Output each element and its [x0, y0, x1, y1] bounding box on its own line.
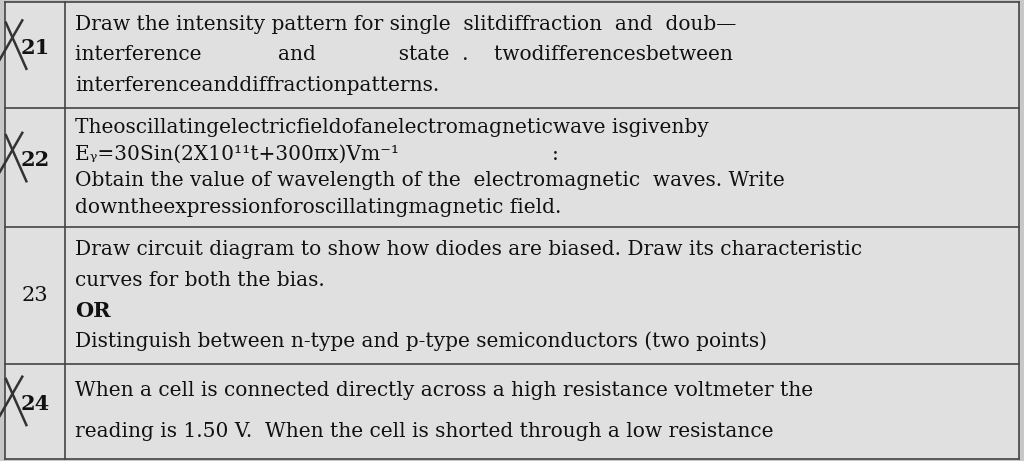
Text: Draw the intensity pattern for single  slitdiffraction  and  doub—: Draw the intensity pattern for single sl…: [75, 15, 736, 34]
Text: Theoscillatingelectricfieldofanelectromagneticwave isgivenby: Theoscillatingelectricfieldofanelectroma…: [75, 118, 709, 137]
Text: interference            and             state  .    twodifferencesbetween: interference and state . twodifferencesb…: [75, 46, 732, 65]
Bar: [5, 2, 65, 107]
Text: 22: 22: [20, 150, 49, 171]
Text: Obtain the value of wavelength of the  electromagnetic  waves. Write: Obtain the value of wavelength of the el…: [75, 171, 784, 190]
Text: Eᵧ=30Sin(2X10¹¹t+300πx)Vm⁻¹                        :: Eᵧ=30Sin(2X10¹¹t+300πx)Vm⁻¹ :: [75, 145, 559, 164]
Bar: [5, 364, 65, 459]
Text: Draw circuit diagram to show how diodes are biased. Draw its characteristic: Draw circuit diagram to show how diodes …: [75, 240, 862, 259]
Text: curves for both the bias.: curves for both the bias.: [75, 271, 325, 290]
Text: When a cell is connected directly across a high resistance voltmeter the: When a cell is connected directly across…: [75, 382, 813, 401]
Text: downtheexpressionforoscillatingmagnetic field.: downtheexpressionforoscillatingmagnetic …: [75, 198, 561, 217]
Text: OR: OR: [75, 301, 111, 321]
Bar: [5, 227, 65, 364]
Text: interferenceanddiffractionpatterns.: interferenceanddiffractionpatterns.: [75, 76, 439, 95]
Bar: [65, 227, 1019, 364]
Text: reading is 1.50 V.  When the cell is shorted through a low resistance: reading is 1.50 V. When the cell is shor…: [75, 422, 773, 441]
Bar: [65, 2, 1019, 107]
Text: 24: 24: [20, 394, 49, 414]
Bar: [65, 107, 1019, 227]
Bar: [65, 364, 1019, 459]
Text: 21: 21: [20, 38, 49, 58]
Bar: [5, 107, 65, 227]
Text: 23: 23: [22, 286, 48, 305]
Text: Distinguish between n-type and p-type semiconductors (two points): Distinguish between n-type and p-type se…: [75, 332, 767, 351]
